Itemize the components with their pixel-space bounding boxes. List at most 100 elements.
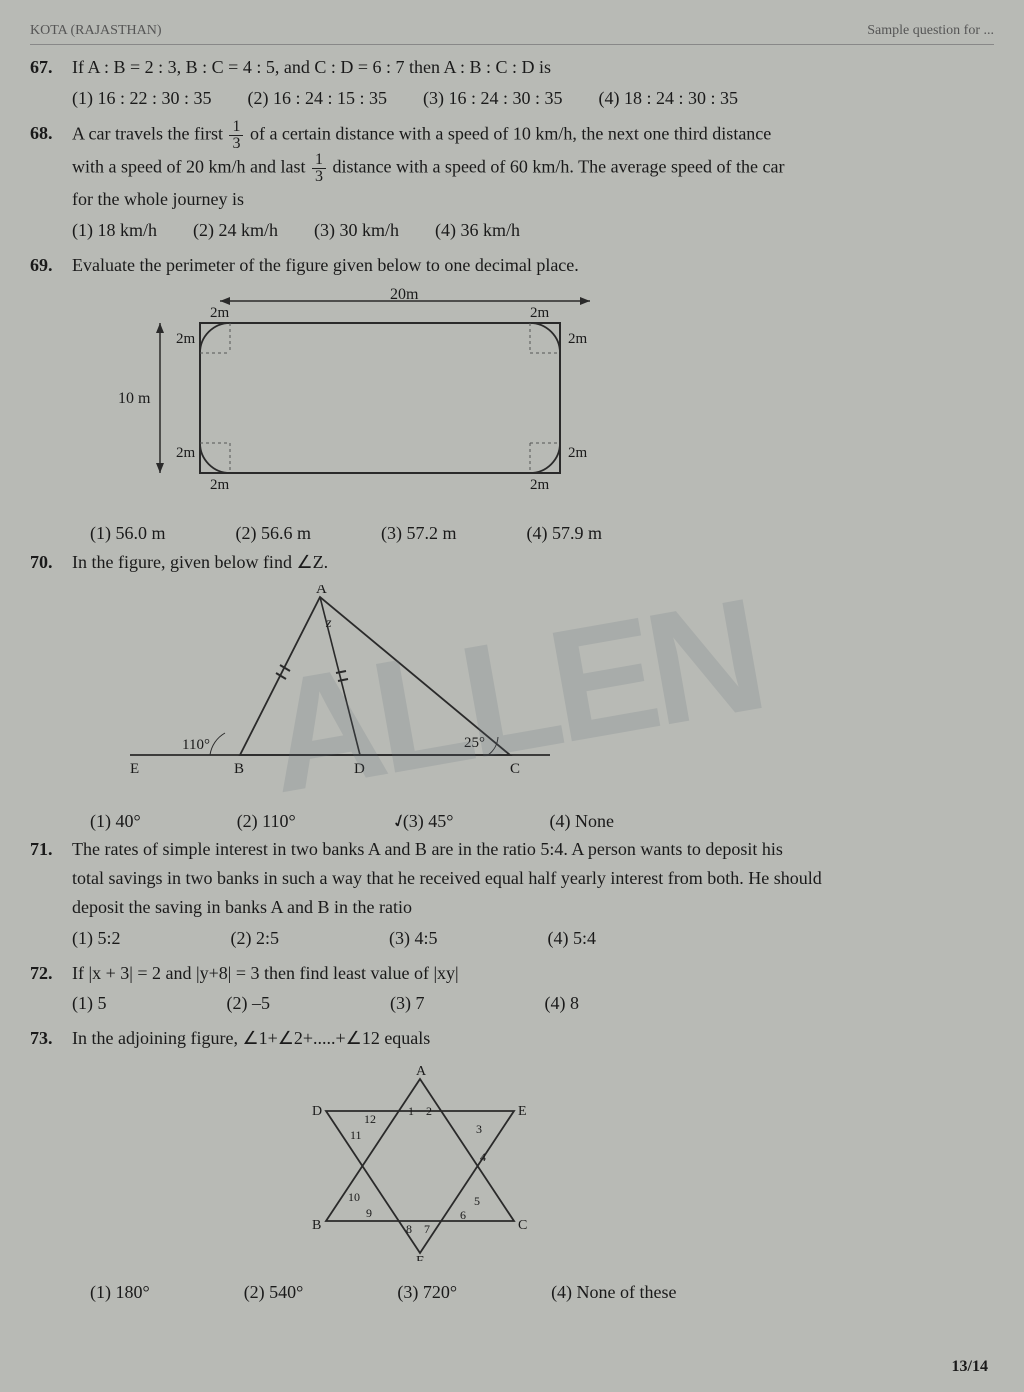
question-69: 69. Evaluate the perimeter of the figure… — [30, 251, 994, 280]
option-1: (1) 180° — [90, 1278, 150, 1307]
question-text: In the figure, given below find ∠Z. — [72, 548, 994, 577]
option-2: (2) 110° — [237, 807, 296, 836]
svg-text:10 m: 10 m — [118, 390, 151, 407]
q69-figure: 20m 2m 2m 2m 2m 2m 2m 2m 2m 10 m — [90, 287, 994, 511]
qnum: 70. — [30, 548, 72, 577]
rectangle-diagram: 20m 2m 2m 2m 2m 2m 2m 2m 2m 10 m — [90, 287, 650, 502]
question-73: 73. In the adjoining figure, ∠1+∠2+.....… — [30, 1024, 994, 1053]
option-4: (4) 18 : 24 : 30 : 35 — [599, 84, 739, 113]
option-2: (2) –5 — [227, 989, 271, 1018]
question-72: 72. If |x + 3| = 2 and |y+8| = 3 then fi… — [30, 959, 994, 1019]
qnum: 72. — [30, 959, 72, 1019]
svg-text:10: 10 — [348, 1190, 360, 1204]
svg-text:2m: 2m — [176, 445, 196, 461]
text-part: with a speed of 20 km/h and last — [72, 157, 310, 177]
svg-text:4: 4 — [480, 1150, 486, 1164]
option-3: (3) 30 km/h — [314, 216, 399, 245]
svg-text:B: B — [312, 1218, 321, 1233]
q73-figure: A E C F B D 1 2 3 4 5 6 7 8 9 10 11 12 — [270, 1061, 994, 1270]
option-3: (3) 720° — [397, 1278, 457, 1307]
option-1: (1) 5:2 — [72, 924, 121, 953]
option-1: (1) 16 : 22 : 30 : 35 — [72, 84, 212, 113]
option-3: (3) 7 — [390, 989, 425, 1018]
option-2: (2) 56.6 m — [236, 519, 312, 548]
svg-text:D: D — [354, 761, 365, 777]
header-right: Sample question for ... — [867, 20, 994, 42]
svg-text:2m: 2m — [568, 445, 588, 461]
question-text-line2: with a speed of 20 km/h and last 13 dist… — [72, 152, 994, 185]
svg-text:6: 6 — [460, 1208, 466, 1222]
svg-text:F: F — [416, 1254, 424, 1261]
question-text: If |x + 3| = 2 and |y+8| = 3 then find l… — [72, 959, 994, 988]
option-4: (4) 8 — [545, 989, 580, 1018]
qnum: 68. — [30, 119, 72, 245]
question-71: 71. The rates of simple interest in two … — [30, 835, 994, 952]
question-text: Evaluate the perimeter of the figure giv… — [72, 251, 994, 280]
text-part: of a certain distance with a speed of 10… — [250, 124, 771, 144]
svg-text:8: 8 — [406, 1222, 412, 1236]
svg-text:2: 2 — [426, 1104, 432, 1118]
option-1: (1) 40° — [90, 807, 141, 836]
option-3: (3) 57.2 m — [381, 519, 457, 548]
svg-text:1: 1 — [408, 1104, 414, 1118]
header-left: KOTA (RAJASTHAN) — [30, 20, 162, 42]
option-4: (4) 5:4 — [548, 924, 597, 953]
option-3: ✓(3) 45° — [392, 807, 454, 836]
page-footer: 13/14 — [952, 1354, 988, 1380]
option-3: (3) 4:5 — [389, 924, 438, 953]
q70-figure: A B D C E z 110° 25° — [90, 585, 994, 799]
svg-text:C: C — [510, 761, 520, 777]
svg-text:C: C — [518, 1218, 527, 1233]
svg-text:11: 11 — [350, 1128, 362, 1142]
svg-text:5: 5 — [474, 1194, 480, 1208]
option-1: (1) 18 km/h — [72, 216, 157, 245]
svg-text:2m: 2m — [530, 477, 550, 493]
svg-text:2m: 2m — [210, 305, 230, 321]
question-text-line1: A car travels the first 13 of a certain … — [72, 119, 994, 152]
option-2: (2) 2:5 — [231, 924, 280, 953]
svg-text:7: 7 — [424, 1222, 430, 1236]
option-1: (1) 5 — [72, 989, 107, 1018]
qnum: 71. — [30, 835, 72, 952]
svg-text:2m: 2m — [210, 477, 230, 493]
option-4: (4) None — [550, 807, 614, 836]
question-text: In the adjoining figure, ∠1+∠2+.....+∠12… — [72, 1024, 994, 1053]
question-70: 70. In the figure, given below find ∠Z. — [30, 548, 994, 577]
question-text: deposit the saving in banks A and B in t… — [72, 893, 994, 922]
svg-text:E: E — [518, 1104, 527, 1119]
option-1: (1) 56.0 m — [90, 519, 166, 548]
svg-text:9: 9 — [366, 1206, 372, 1220]
svg-text:D: D — [312, 1104, 322, 1119]
fraction-icon: 13 — [229, 119, 243, 152]
option-4: (4) None of these — [551, 1278, 676, 1307]
star-diagram: A E C F B D 1 2 3 4 5 6 7 8 9 10 11 12 — [270, 1061, 570, 1261]
svg-text:E: E — [130, 761, 139, 777]
svg-text:z: z — [325, 616, 332, 631]
svg-text:2m: 2m — [176, 331, 196, 347]
svg-text:3: 3 — [476, 1122, 482, 1136]
option-4: (4) 36 km/h — [435, 216, 520, 245]
option-2: (2) 24 km/h — [193, 216, 278, 245]
question-text-line3: for the whole journey is — [72, 185, 994, 214]
svg-text:A: A — [316, 585, 327, 597]
fraction-icon: 13 — [312, 152, 326, 185]
option-4: (4) 57.9 m — [527, 519, 603, 548]
svg-text:110°: 110° — [182, 737, 210, 753]
page-header: KOTA (RAJASTHAN) Sample question for ... — [30, 20, 994, 45]
svg-text:B: B — [234, 761, 244, 777]
qnum: 73. — [30, 1024, 72, 1053]
qnum: 69. — [30, 251, 72, 280]
qnum: 67. — [30, 53, 72, 113]
svg-text:2m: 2m — [530, 305, 550, 321]
question-68: 68. A car travels the first 13 of a cert… — [30, 119, 994, 245]
svg-text:12: 12 — [364, 1112, 376, 1126]
text-part: A car travels the first — [72, 124, 227, 144]
question-text: The rates of simple interest in two bank… — [72, 835, 994, 864]
option-2: (2) 540° — [244, 1278, 304, 1307]
triangle-diagram: A B D C E z 110° 25° — [90, 585, 610, 790]
question-67: 67. If A : B = 2 : 3, B : C = 4 : 5, and… — [30, 53, 994, 113]
option-3: (3) 16 : 24 : 30 : 35 — [423, 84, 563, 113]
question-text: total savings in two banks in such a way… — [72, 864, 994, 893]
question-text: If A : B = 2 : 3, B : C = 4 : 5, and C :… — [72, 53, 994, 82]
svg-text:A: A — [416, 1064, 427, 1079]
